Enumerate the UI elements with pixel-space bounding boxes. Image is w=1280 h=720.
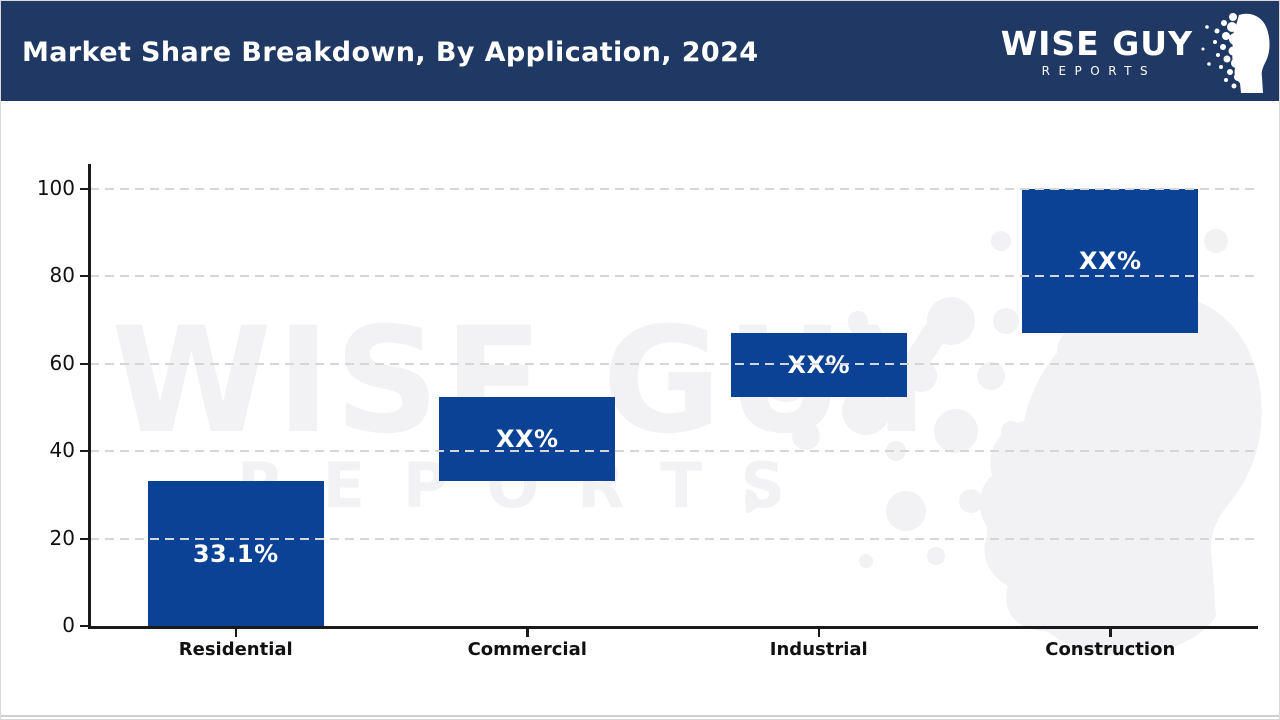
watermark-head-icon: [746, 213, 1262, 656]
y-tick-label: 60: [49, 350, 75, 375]
y-tick-mark: [80, 625, 89, 627]
head-profile-icon: [1201, 13, 1270, 94]
value-label: XX%: [1078, 246, 1142, 275]
y-tick-mark: [80, 362, 89, 365]
y-tick-label: 20: [49, 525, 75, 550]
x-tick-mark: [817, 628, 821, 637]
bar-industrial: XX%: [730, 332, 907, 397]
x-tick-mark: [1109, 628, 1112, 637]
y-axis-line: [88, 164, 91, 628]
value-label: XX%: [787, 350, 851, 379]
x-category-label: Industrial: [769, 639, 868, 660]
x-tick-mark: [234, 628, 238, 637]
y-tick-label: 40: [49, 438, 75, 462]
y-tick-label: 0: [62, 613, 75, 637]
y-gridline: [90, 537, 1256, 540]
x-category-label: Commercial: [467, 639, 587, 660]
bar-commercial: XX%: [439, 396, 616, 482]
logo-wordmark: WISE GUY: [1000, 24, 1193, 63]
x-axis-line: [88, 626, 1258, 629]
value-label: XX%: [495, 424, 559, 453]
y-tick-mark: [80, 450, 89, 452]
x-category-label: Residential: [178, 639, 293, 660]
y-gridline: [90, 187, 1256, 190]
wise-guy-logo: WISE GUY REPORTS: [1001, 7, 1271, 97]
y-gridline: [90, 450, 1256, 452]
page-title: Market Share Breakdown, By Application, …: [22, 37, 759, 68]
bar-residential: 33.1%: [147, 481, 324, 626]
y-tick-mark: [80, 187, 89, 190]
value-label: 33.1%: [192, 539, 279, 568]
logo-subtitle: REPORTS: [1041, 64, 1157, 78]
y-gridline: [90, 275, 1256, 277]
y-tick-mark: [80, 275, 89, 277]
header-bar: Market Share Breakdown, By Application, …: [1, 1, 1279, 101]
chart-canvas: WISE GUY REPORTS 0 20 40 60 80 100 33.1% Reside…: [1, 101, 1279, 719]
x-tick-mark: [526, 628, 529, 637]
bar-construction: XX%: [1022, 188, 1199, 333]
logo-text: WISE GUY REPORTS: [1000, 24, 1193, 79]
y-tick-mark: [80, 537, 89, 540]
y-gridline: [90, 362, 1256, 365]
x-category-label: Construction: [1045, 639, 1176, 660]
footer-divider: [1, 715, 1279, 717]
y-tick-label: 80: [49, 263, 75, 287]
y-tick-label: 100: [36, 175, 75, 200]
